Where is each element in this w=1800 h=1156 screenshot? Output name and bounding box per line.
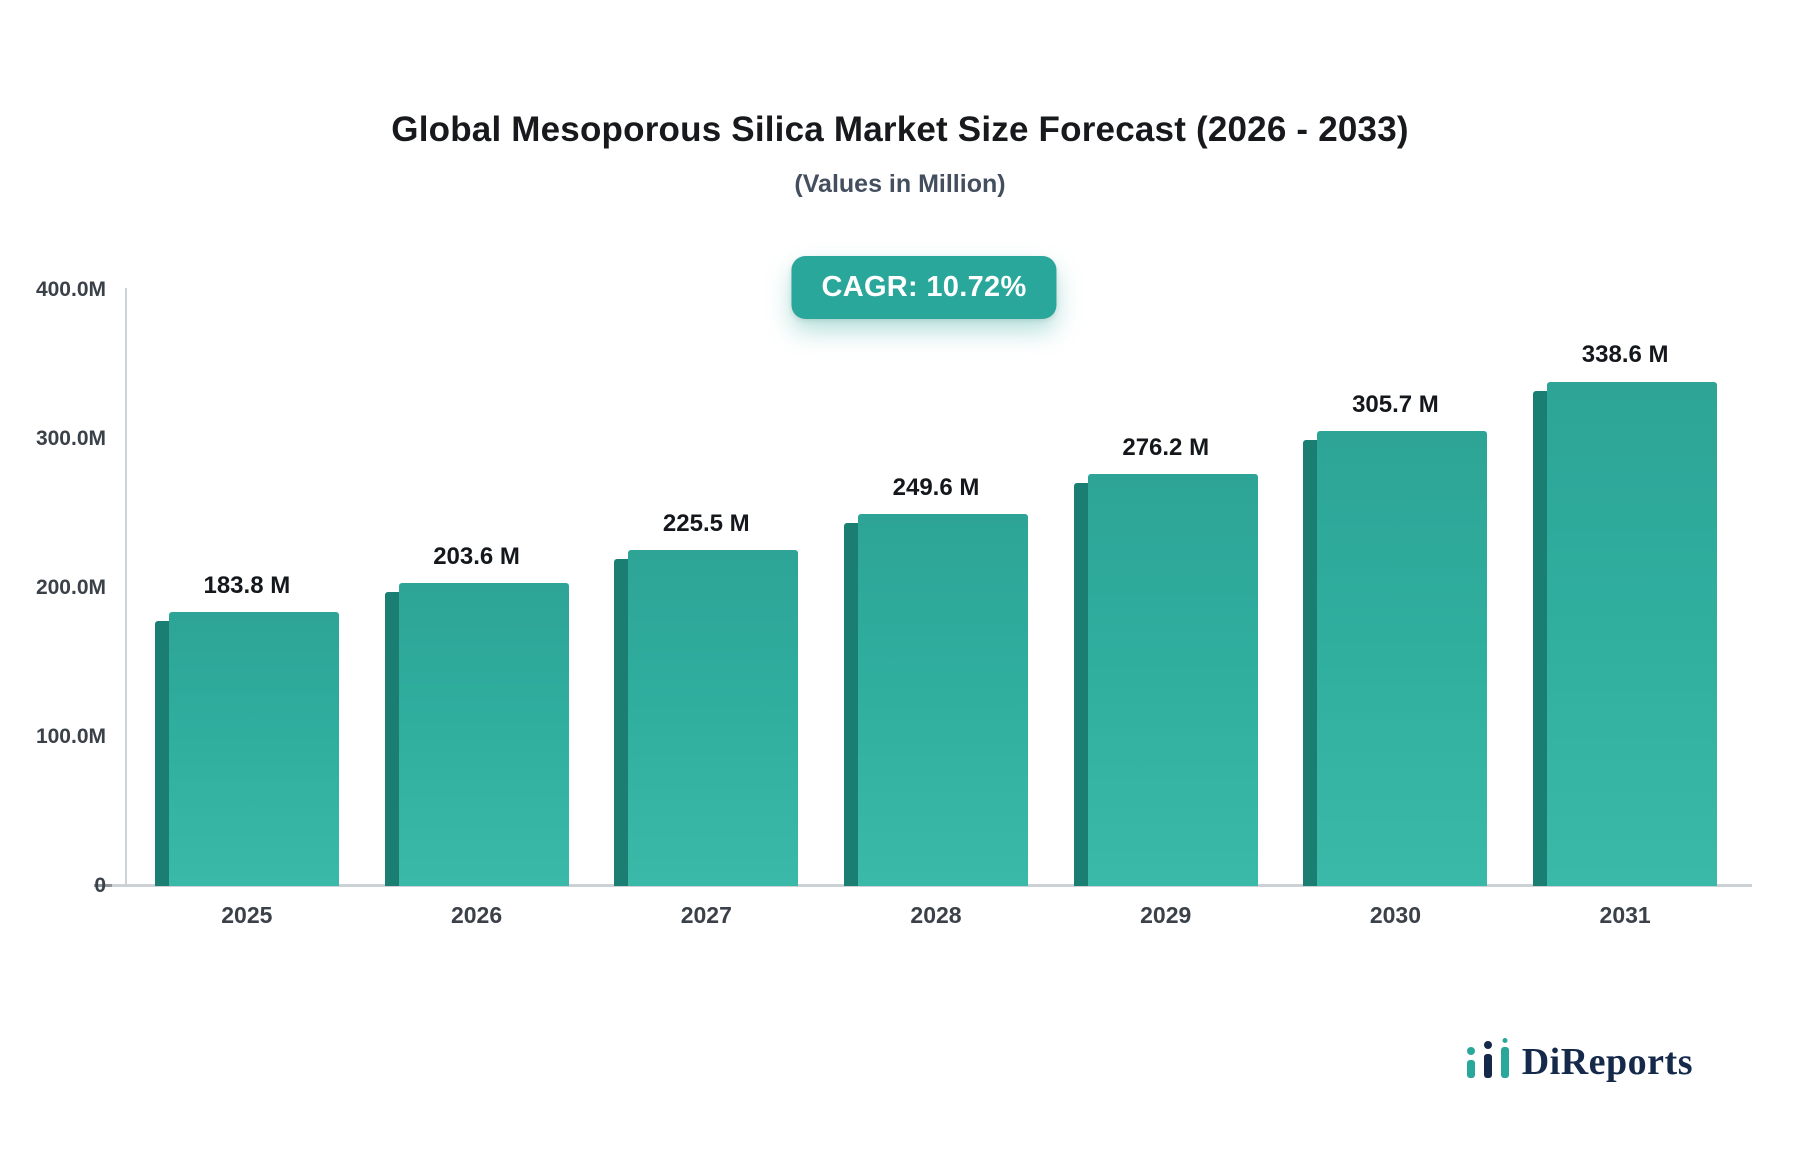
y-axis-tick-label: 200.0M bbox=[35, 576, 106, 599]
x-axis-category-label: 2026 bbox=[450, 902, 503, 928]
bar-2025 bbox=[154, 612, 339, 886]
y-axis-tick-label: 0 bbox=[94, 874, 106, 897]
bar-2031 bbox=[1533, 381, 1718, 886]
bar-value-label: 305.7 M bbox=[1352, 390, 1439, 418]
x-axis-category-label: 2030 bbox=[1369, 902, 1422, 928]
bar-value-label: 249.6 M bbox=[892, 474, 980, 502]
y-axis-tick-label: 100.0M bbox=[35, 725, 106, 748]
brand-logo-text: DiReports bbox=[1521, 1041, 1693, 1083]
bar-value-label: 225.5 M bbox=[662, 510, 750, 537]
chart-title: Global Mesoporous Silica Market Size For… bbox=[391, 110, 1409, 149]
x-axis-category-label: 2027 bbox=[680, 902, 732, 928]
x-axis-category-label: 2028 bbox=[910, 902, 962, 928]
cagr-badge-label: CAGR: 10.72% bbox=[821, 271, 1027, 303]
bar-2027 bbox=[614, 550, 799, 886]
bar-value-label: 203.6 M bbox=[433, 542, 520, 570]
chart-subtitle: (Values in Million) bbox=[794, 170, 1006, 198]
y-axis-tick-label: 300.0M bbox=[35, 427, 106, 450]
bar-value-label: 338.6 M bbox=[1581, 341, 1669, 369]
bar-2026 bbox=[384, 582, 569, 887]
bar-value-label: 183.8 M bbox=[203, 572, 291, 600]
y-axis-line bbox=[125, 288, 127, 886]
x-axis-category-label: 2025 bbox=[221, 902, 273, 928]
bar-chart-logo-icon bbox=[1466, 1038, 1509, 1078]
cagr-badge: CAGR: 10.72% bbox=[791, 256, 1057, 319]
bar-value-label: 276.2 M bbox=[1122, 434, 1210, 462]
bar-2030 bbox=[1303, 430, 1488, 887]
x-axis-category-label: 2029 bbox=[1140, 902, 1192, 928]
brand-logo: DiReports bbox=[1463, 1038, 1693, 1082]
bar-2029 bbox=[1073, 474, 1258, 886]
bar-2028 bbox=[844, 514, 1028, 886]
y-axis-tick-label: 400.0M bbox=[35, 278, 106, 301]
x-axis-category-label: 2031 bbox=[1599, 902, 1651, 928]
zero-tick-mark bbox=[94, 884, 112, 887]
